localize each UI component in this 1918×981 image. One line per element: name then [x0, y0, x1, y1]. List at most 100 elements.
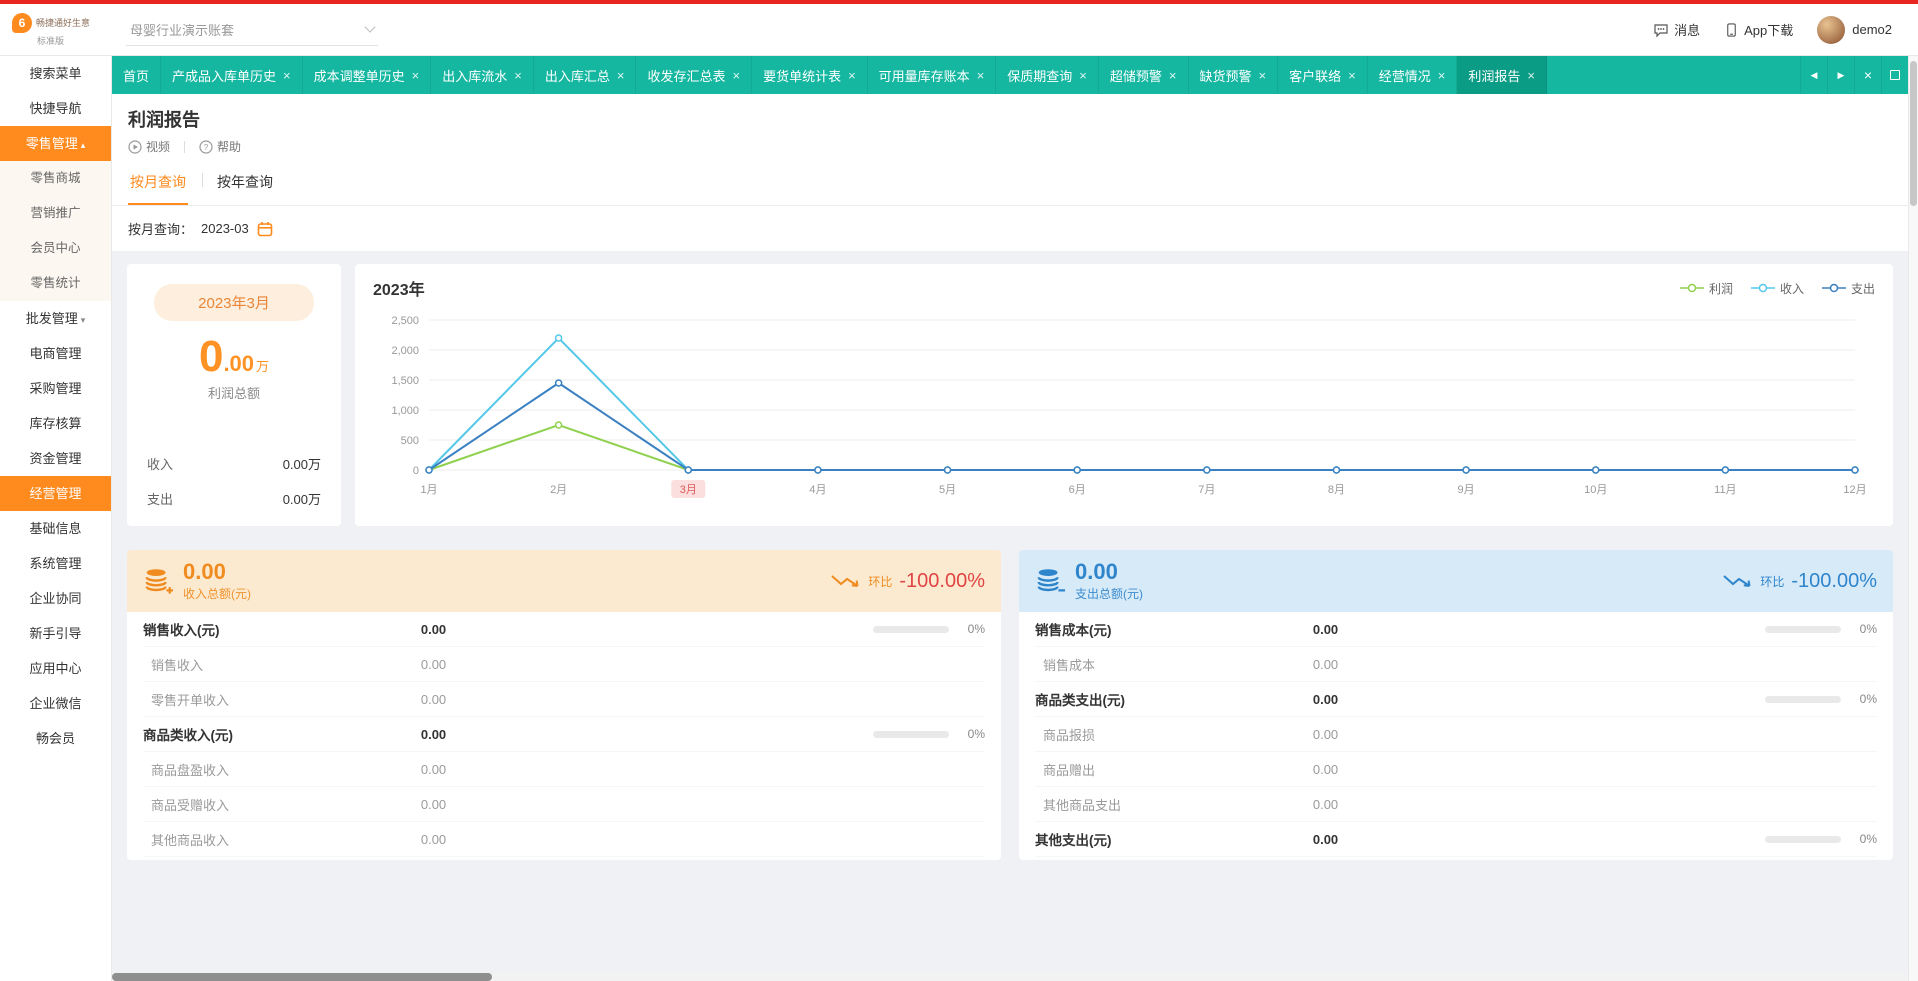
- tab-scroll-left-button[interactable]: ◀: [1800, 56, 1827, 94]
- sidebar-item[interactable]: 零售统计▴▾: [0, 266, 111, 301]
- workspace-tab[interactable]: 缺货预警 ×: [1189, 56, 1279, 94]
- avatar[interactable]: [1817, 15, 1846, 44]
- close-icon[interactable]: ×: [1437, 67, 1446, 83]
- sidebar-item[interactable]: 应用中心▴▾: [0, 651, 111, 686]
- sidebar-item[interactable]: 库存核算▴▾: [0, 406, 111, 441]
- sidebar-item[interactable]: 电商管理▴▾: [0, 336, 111, 371]
- fullscreen-button[interactable]: [1881, 56, 1908, 94]
- workspace-tab[interactable]: 出入库汇总 ×: [534, 56, 637, 94]
- sidebar-item[interactable]: 畅会员▴▾: [0, 721, 111, 756]
- close-icon[interactable]: ×: [283, 67, 291, 83]
- sidebar-item[interactable]: 经营管理▴▾: [0, 476, 111, 511]
- vertical-scrollbar-thumb[interactable]: [1910, 61, 1917, 206]
- stat-row-label: 商品报损: [1043, 727, 1096, 743]
- close-all-tabs-button[interactable]: ×: [1854, 56, 1881, 94]
- sidebar-item[interactable]: 批发管理▴▾: [0, 301, 111, 336]
- sidebar-item-label: 应用中心: [29, 661, 82, 676]
- close-icon[interactable]: ×: [848, 67, 856, 83]
- close-icon[interactable]: ×: [1258, 67, 1267, 83]
- workspace-tab[interactable]: 出入库流水 ×: [431, 56, 534, 94]
- close-icon[interactable]: ×: [1168, 67, 1177, 83]
- workspace-tab[interactable]: 超储预警 ×: [1099, 56, 1189, 94]
- sidebar-item[interactable]: 零售管理▴▾: [0, 126, 111, 161]
- stat-row-label: 其他商品支出: [1043, 797, 1122, 813]
- user-menu[interactable]: demo2: [1817, 15, 1892, 44]
- username: demo2: [1852, 22, 1892, 37]
- legend-item[interactable]: 支出: [1821, 280, 1875, 297]
- trend-label: 环比: [868, 574, 893, 589]
- stat-row-label: 销售收入: [151, 657, 204, 673]
- sidebar-item-label: 快捷导航: [29, 101, 82, 116]
- sidebar-item[interactable]: 新手引导▴▾: [0, 616, 111, 651]
- stat-row: 销售成本 0.00: [1035, 647, 1877, 682]
- top-red-bar: [0, 0, 1918, 4]
- close-icon[interactable]: ×: [976, 67, 985, 83]
- workspace-tab[interactable]: 首页 ×: [112, 56, 162, 94]
- workspace-tab[interactable]: 经营情况 ×: [1368, 56, 1458, 94]
- filter-label: 按月查询：: [128, 222, 194, 237]
- legend-item[interactable]: 收入: [1750, 280, 1804, 297]
- help-link[interactable]: ? 帮助: [199, 138, 241, 155]
- workspace-tab[interactable]: 保质期查询 ×: [996, 56, 1099, 94]
- workspace-tab-label: 缺货预警: [1199, 68, 1252, 84]
- workspace-tab[interactable]: 客户联络 ×: [1278, 56, 1368, 94]
- app-download-button[interactable]: App下载: [1724, 20, 1793, 39]
- svg-text:500: 500: [401, 435, 419, 447]
- stat-row-label: 商品受赠收入: [151, 797, 230, 813]
- chart-header: 2023年 利润 收入 支出: [373, 276, 1875, 300]
- close-icon[interactable]: ×: [616, 67, 625, 83]
- stat-row: 商品盘盈收入 0.00: [143, 752, 985, 787]
- vertical-scrollbar[interactable]: [1908, 56, 1918, 981]
- video-link[interactable]: 视频: [128, 138, 170, 155]
- calendar-icon[interactable]: [257, 221, 273, 237]
- tab-scroll-right-button[interactable]: ▶: [1827, 56, 1854, 94]
- sidebar-item-label: 电商管理: [29, 346, 82, 361]
- main-area: 首页 × 产成品入库单历史 × 成本调整单历史 × 出入库流水 × 出入: [112, 56, 1908, 981]
- sidebar-item[interactable]: 企业协同▴▾: [0, 581, 111, 616]
- month-picker-value[interactable]: 2023-03: [201, 221, 249, 236]
- account-selector[interactable]: 母婴行业演示账套: [126, 14, 378, 46]
- sidebar-item[interactable]: 基础信息▴▾: [0, 511, 111, 546]
- workspace-tab[interactable]: 成本调整单历史 ×: [303, 56, 432, 94]
- close-icon[interactable]: ×: [411, 67, 420, 83]
- svg-text:10月: 10月: [1584, 484, 1607, 496]
- close-icon[interactable]: ×: [1527, 67, 1535, 83]
- workspace-tab-label: 要货单统计表: [763, 68, 842, 84]
- sidebar-item[interactable]: 零售商城▴▾: [0, 161, 111, 196]
- workspace-tab[interactable]: 可用量库存账本 ×: [868, 56, 997, 94]
- stat-row-percent: 0%: [967, 727, 985, 741]
- workspace-tab[interactable]: 收发存汇总表 ×: [636, 56, 753, 94]
- sidebar-item[interactable]: 快捷导航▴▾: [0, 91, 111, 126]
- workspace-tab[interactable]: 要货单统计表 ×: [752, 56, 868, 94]
- sidebar-item[interactable]: 系统管理▴▾: [0, 546, 111, 581]
- query-tab[interactable]: 按年查询: [202, 163, 275, 205]
- summary-and-chart-row: 2023年3月 0.00 万 利润总额 收入 0.00万 支出: [127, 264, 1893, 526]
- coins-minus-icon: [1037, 569, 1065, 592]
- sidebar-item[interactable]: 营销推广▴▾: [0, 196, 111, 231]
- workspace-tab[interactable]: 利润报告 ×: [1457, 56, 1547, 94]
- profit-line-chart: 0 500 1,000 1,500 2,000 2,500 1月 2月 3月 4月 5月 6月 7月 8月…: [391, 315, 1867, 498]
- close-icon[interactable]: ×: [514, 67, 522, 83]
- legend-item[interactable]: 利润: [1679, 280, 1733, 297]
- sidebar-item[interactable]: 采购管理▴▾: [0, 371, 111, 406]
- sidebar-item[interactable]: 企业微信▴▾: [0, 686, 111, 721]
- messages-button[interactable]: 消息: [1653, 20, 1700, 39]
- svg-text:1月: 1月: [420, 484, 437, 496]
- close-icon[interactable]: ×: [1348, 67, 1356, 83]
- stat-row-label: 其他商品收入: [151, 832, 230, 848]
- stat-row: 销售收入(元) 0.00 0%: [143, 612, 985, 647]
- sidebar-item[interactable]: 会员中心▴▾: [0, 231, 111, 266]
- sidebar-item[interactable]: 资金管理▴▾: [0, 441, 111, 476]
- svg-text:2月: 2月: [550, 484, 567, 496]
- close-icon[interactable]: ×: [732, 67, 741, 83]
- brand-title: 畅捷通好生意: [36, 18, 91, 28]
- query-tab[interactable]: 按月查询: [128, 163, 188, 205]
- svg-text:9月: 9月: [1458, 484, 1475, 496]
- close-icon[interactable]: ×: [1079, 67, 1087, 83]
- horizontal-scrollbar[interactable]: [112, 973, 1908, 981]
- horizontal-scrollbar-thumb[interactable]: [112, 973, 492, 981]
- sidebar-item[interactable]: 搜索菜单▴▾: [0, 56, 111, 91]
- workspace-tab[interactable]: 产成品入库单历史 ×: [161, 56, 303, 94]
- sidebar-item-label: 零售统计: [30, 276, 81, 290]
